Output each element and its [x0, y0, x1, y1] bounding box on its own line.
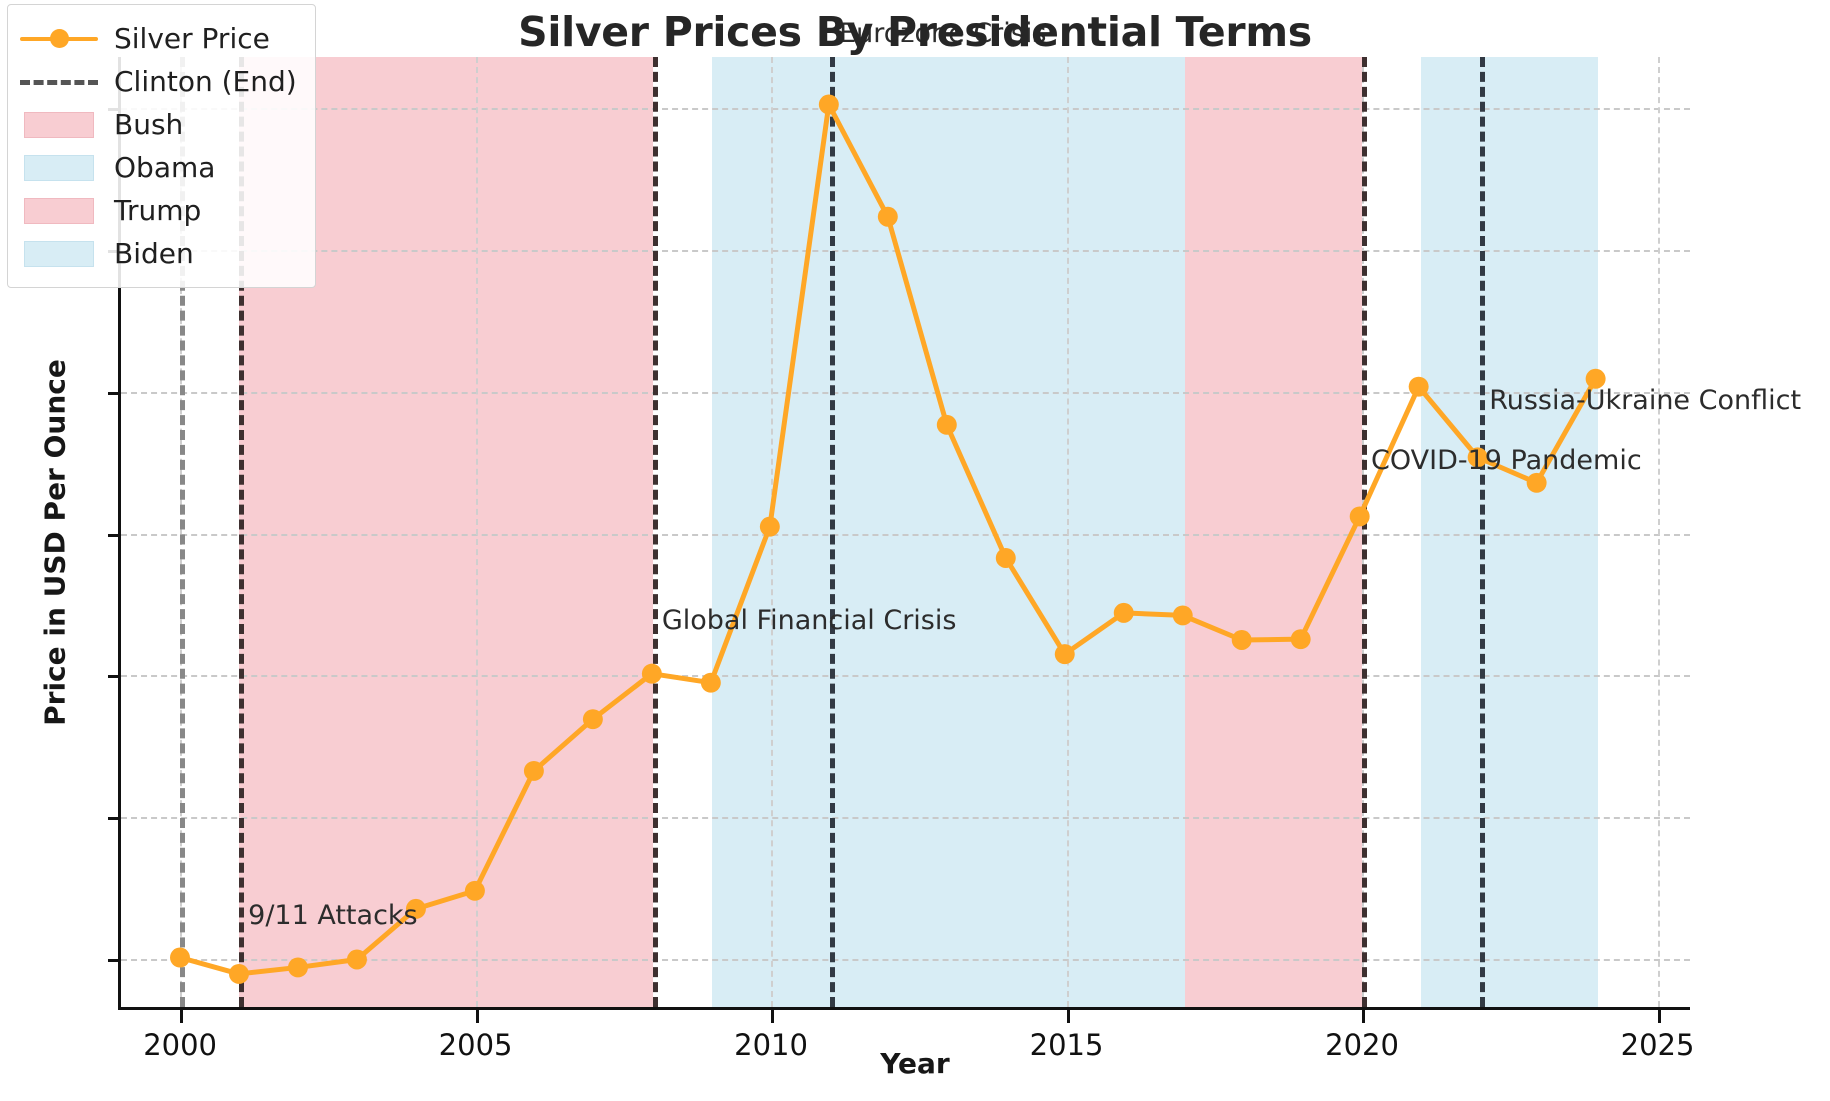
y-axis-label: Price in USD Per Ounce — [38, 358, 72, 726]
gridline-horizontal — [121, 675, 1690, 678]
x-tick-label: 2025 — [1620, 1028, 1695, 1062]
data-point[interactable] — [228, 963, 249, 984]
y-tick — [108, 675, 121, 679]
data-point[interactable] — [1585, 368, 1606, 389]
legend-swatch-icon — [20, 67, 98, 97]
x-tick — [180, 1010, 184, 1023]
vline-russia-ukraine-conflict — [1480, 57, 1486, 1007]
vline-global-financial-crisis — [652, 57, 658, 1007]
data-point[interactable] — [877, 206, 898, 227]
gridline-vertical — [475, 57, 478, 1007]
legend-item-label: Obama — [114, 151, 216, 184]
y-tick — [108, 817, 121, 821]
data-point[interactable] — [1467, 447, 1488, 468]
x-tick — [1066, 1010, 1070, 1023]
data-point[interactable] — [1231, 630, 1252, 650]
x-tick-label: 2020 — [1325, 1028, 1399, 1062]
x-tick-label: 2010 — [734, 1028, 808, 1062]
gridline-horizontal — [121, 533, 1690, 536]
span-trump — [1184, 57, 1363, 1007]
gridline-horizontal — [121, 249, 1690, 252]
data-point[interactable] — [1054, 644, 1075, 665]
x-tick — [475, 1010, 479, 1023]
data-point[interactable] — [1408, 376, 1429, 397]
legend-item-label: Biden — [114, 237, 194, 270]
legend-item-trump[interactable]: Trump — [20, 189, 297, 232]
x-tick — [1362, 1010, 1366, 1023]
x-tick — [771, 1010, 775, 1023]
data-point[interactable] — [405, 898, 426, 919]
data-point[interactable] — [1526, 472, 1547, 493]
legend-item-bush[interactable]: Bush — [20, 103, 297, 146]
legend-item-silver-price[interactable]: Silver Price — [20, 17, 297, 60]
series-line — [177, 102, 1599, 977]
legend-item-biden[interactable]: Biden — [20, 232, 297, 275]
y-tick — [108, 533, 121, 537]
legend-swatch-icon — [20, 110, 98, 140]
legend-item-label: Clinton (End) — [114, 65, 297, 98]
chart-legend[interactable]: Silver Price Clinton (End) Bush Obama Trump B… — [7, 4, 316, 288]
legend-swatch-icon — [20, 239, 98, 269]
data-point[interactable] — [523, 760, 544, 781]
data-point[interactable] — [464, 880, 485, 901]
legend-swatch-icon — [20, 196, 98, 226]
data-point[interactable] — [818, 94, 839, 115]
gridline-vertical — [1657, 57, 1660, 1007]
silver-price-line — [170, 94, 1606, 984]
vline-eurozone-crisis — [830, 57, 836, 1007]
gridline-vertical — [1066, 57, 1069, 1007]
y-tick — [108, 391, 121, 395]
data-point[interactable] — [170, 947, 190, 968]
data-point[interactable] — [1349, 506, 1370, 527]
data-point[interactable] — [287, 957, 308, 978]
x-tick-label: 2005 — [438, 1028, 513, 1062]
data-point[interactable] — [1113, 602, 1134, 623]
x-tick-label: 2015 — [1029, 1028, 1104, 1062]
legend-item-clinton-end[interactable]: Clinton (End) — [20, 60, 297, 103]
span-biden — [1421, 57, 1599, 1007]
vline-covid-19-pandemic — [1362, 57, 1368, 1007]
legend-item-obama[interactable]: Obama — [20, 146, 297, 189]
data-point[interactable] — [759, 516, 780, 537]
span-obama — [711, 57, 1185, 1007]
gridline-horizontal — [121, 391, 1690, 394]
vline-clinton-end — [180, 57, 186, 1007]
gridline-horizontal — [121, 108, 1690, 111]
x-tick — [1657, 1010, 1661, 1023]
data-point[interactable] — [936, 414, 957, 435]
gridline-horizontal — [121, 817, 1690, 820]
legend-item-label: Silver Price — [114, 22, 270, 55]
x-tick-label: 2000 — [143, 1028, 217, 1062]
data-point[interactable] — [346, 949, 367, 970]
legend-item-label: Trump — [114, 194, 202, 227]
data-point[interactable] — [995, 548, 1016, 568]
x-axis-label: Year — [880, 1047, 950, 1080]
data-point[interactable] — [1290, 629, 1311, 650]
gridline-horizontal — [121, 958, 1690, 961]
vline-9-11-attacks — [239, 57, 245, 1007]
plot-inner — [121, 57, 1690, 1007]
data-point[interactable] — [641, 663, 662, 684]
annotation-eurozone-crisis: Eurozone Crisis — [839, 17, 1047, 49]
data-point[interactable] — [582, 709, 603, 730]
legend-item-label: Bush — [114, 108, 184, 141]
data-point[interactable] — [700, 672, 721, 693]
y-tick — [108, 958, 121, 962]
legend-swatch-icon — [20, 24, 98, 54]
legend-swatch-icon — [20, 153, 98, 183]
data-point[interactable] — [1172, 605, 1193, 626]
